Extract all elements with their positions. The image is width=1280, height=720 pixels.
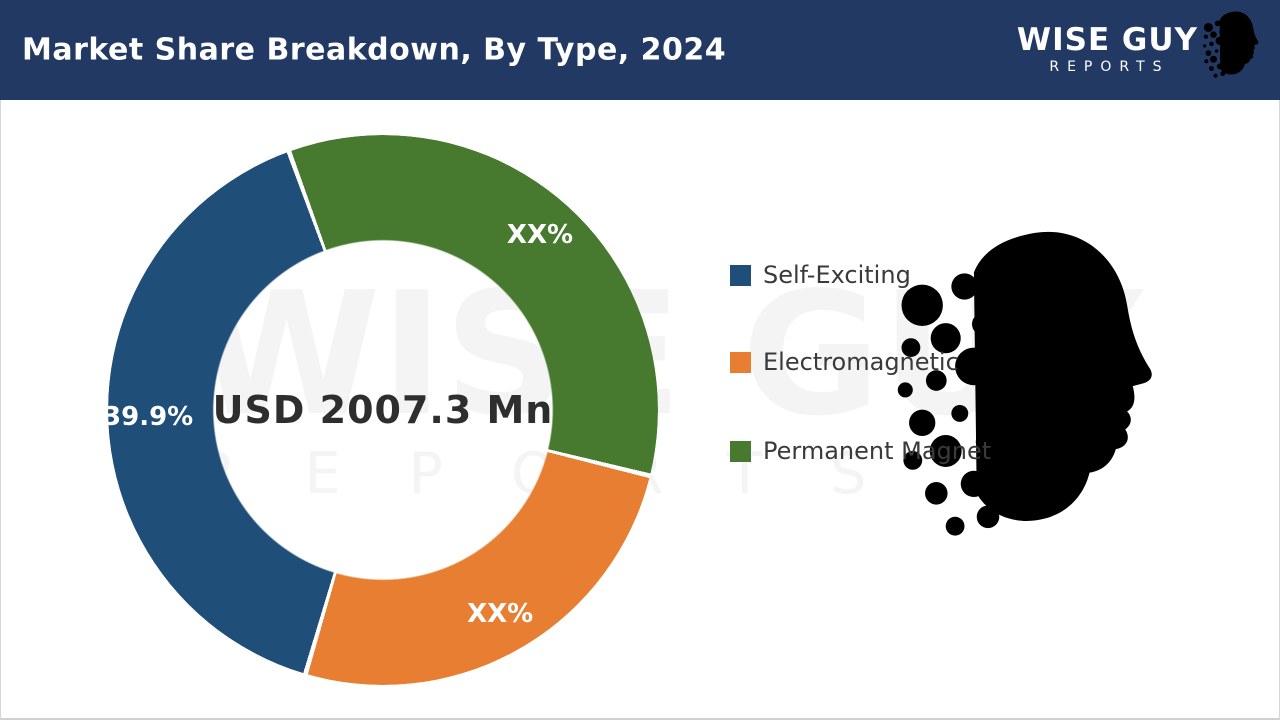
donut-center-value: USD 2007.3 Mn	[212, 388, 554, 432]
page-title: Market Share Breakdown, By Type, 2024	[22, 32, 727, 68]
slice-label: 39.9%	[103, 402, 194, 433]
chart-area: WISE GUY REPORTS XX%XX%39.9% USD 2007.3 …	[0, 100, 1280, 720]
donut-ring	[108, 135, 658, 685]
legend-label: Electromagnetic	[763, 348, 959, 376]
legend-swatch-permanent-magnet	[730, 440, 751, 462]
legend-swatch-electromagnetic	[730, 351, 751, 373]
slice-label: XX%	[467, 598, 534, 629]
slice-label: XX%	[506, 220, 574, 251]
logo-name: WISE GUY	[1016, 21, 1198, 58]
donut-chart: XX% XX% 39.9% USD 2007.3 Mn	[103, 135, 658, 685]
legend-swatch-self-exciting	[730, 264, 751, 286]
legend-item-self-exciting: Self-Exciting	[730, 260, 911, 290]
logo-tagline: REPORTS	[1049, 59, 1170, 76]
watermark-face-icon	[894, 216, 1176, 592]
slice-labels: XX% XX% 39.9%	[103, 135, 658, 685]
wise-guy-logo: WISE GUY REPORTS	[1017, 8, 1264, 90]
legend-item-permanent-magnet: Permanent Magnet	[730, 436, 991, 466]
legend-item-electromagnetic: Electromagnetic	[730, 347, 959, 377]
face-logo-icon	[1202, 8, 1264, 90]
legend-label: Permanent Magnet	[763, 437, 992, 465]
legend-label: Self-Exciting	[763, 261, 911, 289]
header-bar: Market Share Breakdown, By Type, 2024 WI…	[0, 0, 1280, 100]
